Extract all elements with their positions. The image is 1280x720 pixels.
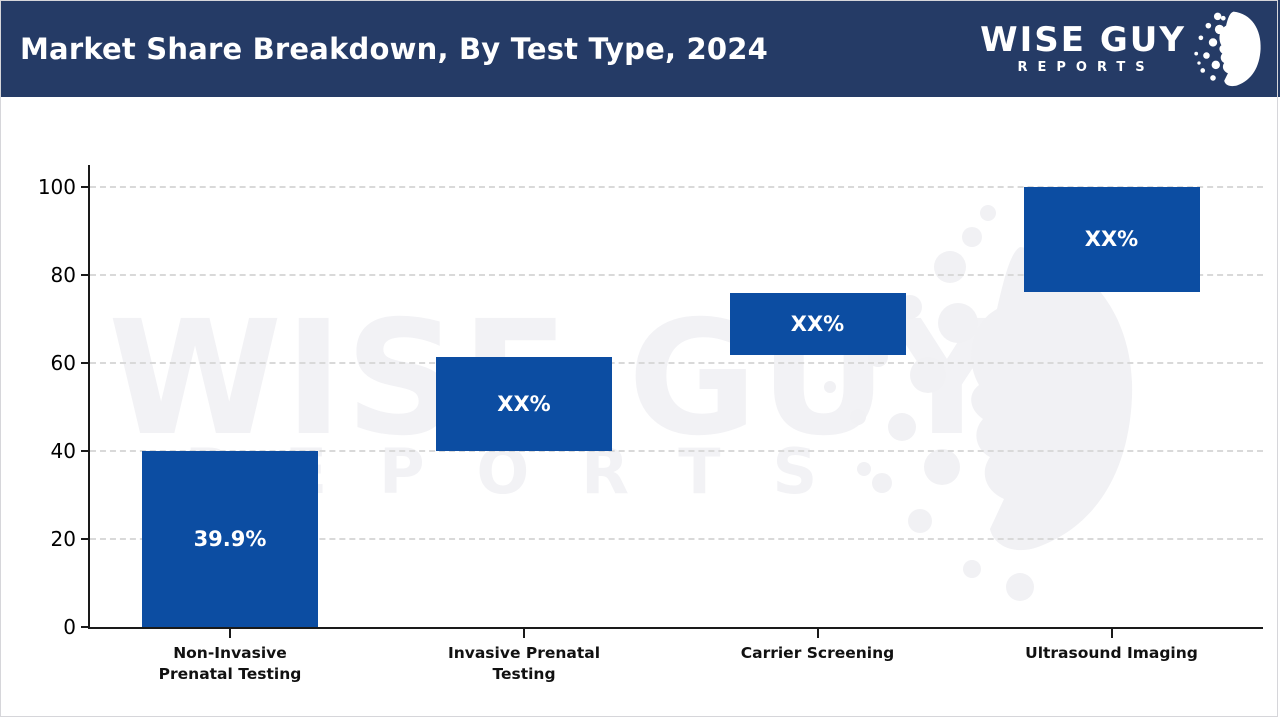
y-tick-60 — [81, 361, 89, 364]
bar-label-3: XX% — [790, 312, 845, 336]
y-tick-label-40: 40 — [50, 438, 76, 463]
face-profile-icon — [1194, 11, 1261, 86]
logo-wordmark: WISE GUY — [980, 20, 1186, 60]
gridline-20 — [90, 537, 1263, 540]
gridline-80 — [90, 273, 1263, 276]
y-tick-0 — [81, 626, 89, 628]
bar-label-2: XX% — [497, 391, 551, 416]
gridline-40 — [90, 449, 1263, 452]
x-tick-2 — [523, 629, 525, 638]
x-axis-line — [88, 627, 1263, 629]
logo-text: WISE GUY REPORTS — [980, 23, 1186, 74]
x-category-label-2: Invasive Prenatal Testing — [447, 644, 601, 683]
x-category-label-4: Ultrasound Imaging — [1025, 644, 1198, 662]
bar-3: XX% — [729, 292, 906, 356]
wise-guy-logo: WISE GUY REPORTS — [980, 7, 1266, 91]
logo-subtitle: REPORTS — [1017, 60, 1155, 75]
y-tick-label-100: 100 — [37, 174, 76, 199]
bar-2: XX% — [436, 357, 612, 451]
x-category-label-1: Non-Invasive Prenatal Testing — [158, 644, 302, 683]
bar-label-1: 39.9% — [193, 527, 267, 552]
bar-1: 39.9% — [142, 451, 318, 627]
y-tick-label-80: 80 — [50, 262, 76, 287]
chart-area: WISE GUY REPORTS 0 20 40 60 80 100 39.9% Non-In… — [0, 97, 1280, 720]
x-tick-3 — [816, 629, 819, 638]
y-tick-40 — [81, 449, 89, 452]
y-axis-line — [88, 165, 90, 629]
y-tick-label-0: 0 — [63, 615, 76, 639]
gridline-100 — [90, 185, 1263, 188]
plot: 0 20 40 60 80 100 39.9% Non-Invasive Prenatal Te… — [0, 97, 1280, 720]
x-tick-4 — [1110, 629, 1113, 638]
page-title: Market Share Breakdown, By Test Type, 20… — [20, 31, 769, 66]
bar-label-4: XX% — [1084, 227, 1139, 252]
gridline-60 — [90, 361, 1263, 364]
y-tick-20 — [81, 537, 89, 540]
y-tick-80 — [81, 273, 89, 276]
x-category-label-3: Carrier Screening — [740, 644, 895, 662]
bar-4: XX% — [1023, 186, 1200, 293]
x-tick-1 — [229, 629, 231, 638]
header: Market Share Breakdown, By Test Type, 20… — [0, 0, 1280, 97]
y-tick-label-60: 60 — [50, 350, 76, 375]
y-tick-label-20: 20 — [50, 526, 76, 551]
y-tick-100 — [81, 185, 89, 188]
